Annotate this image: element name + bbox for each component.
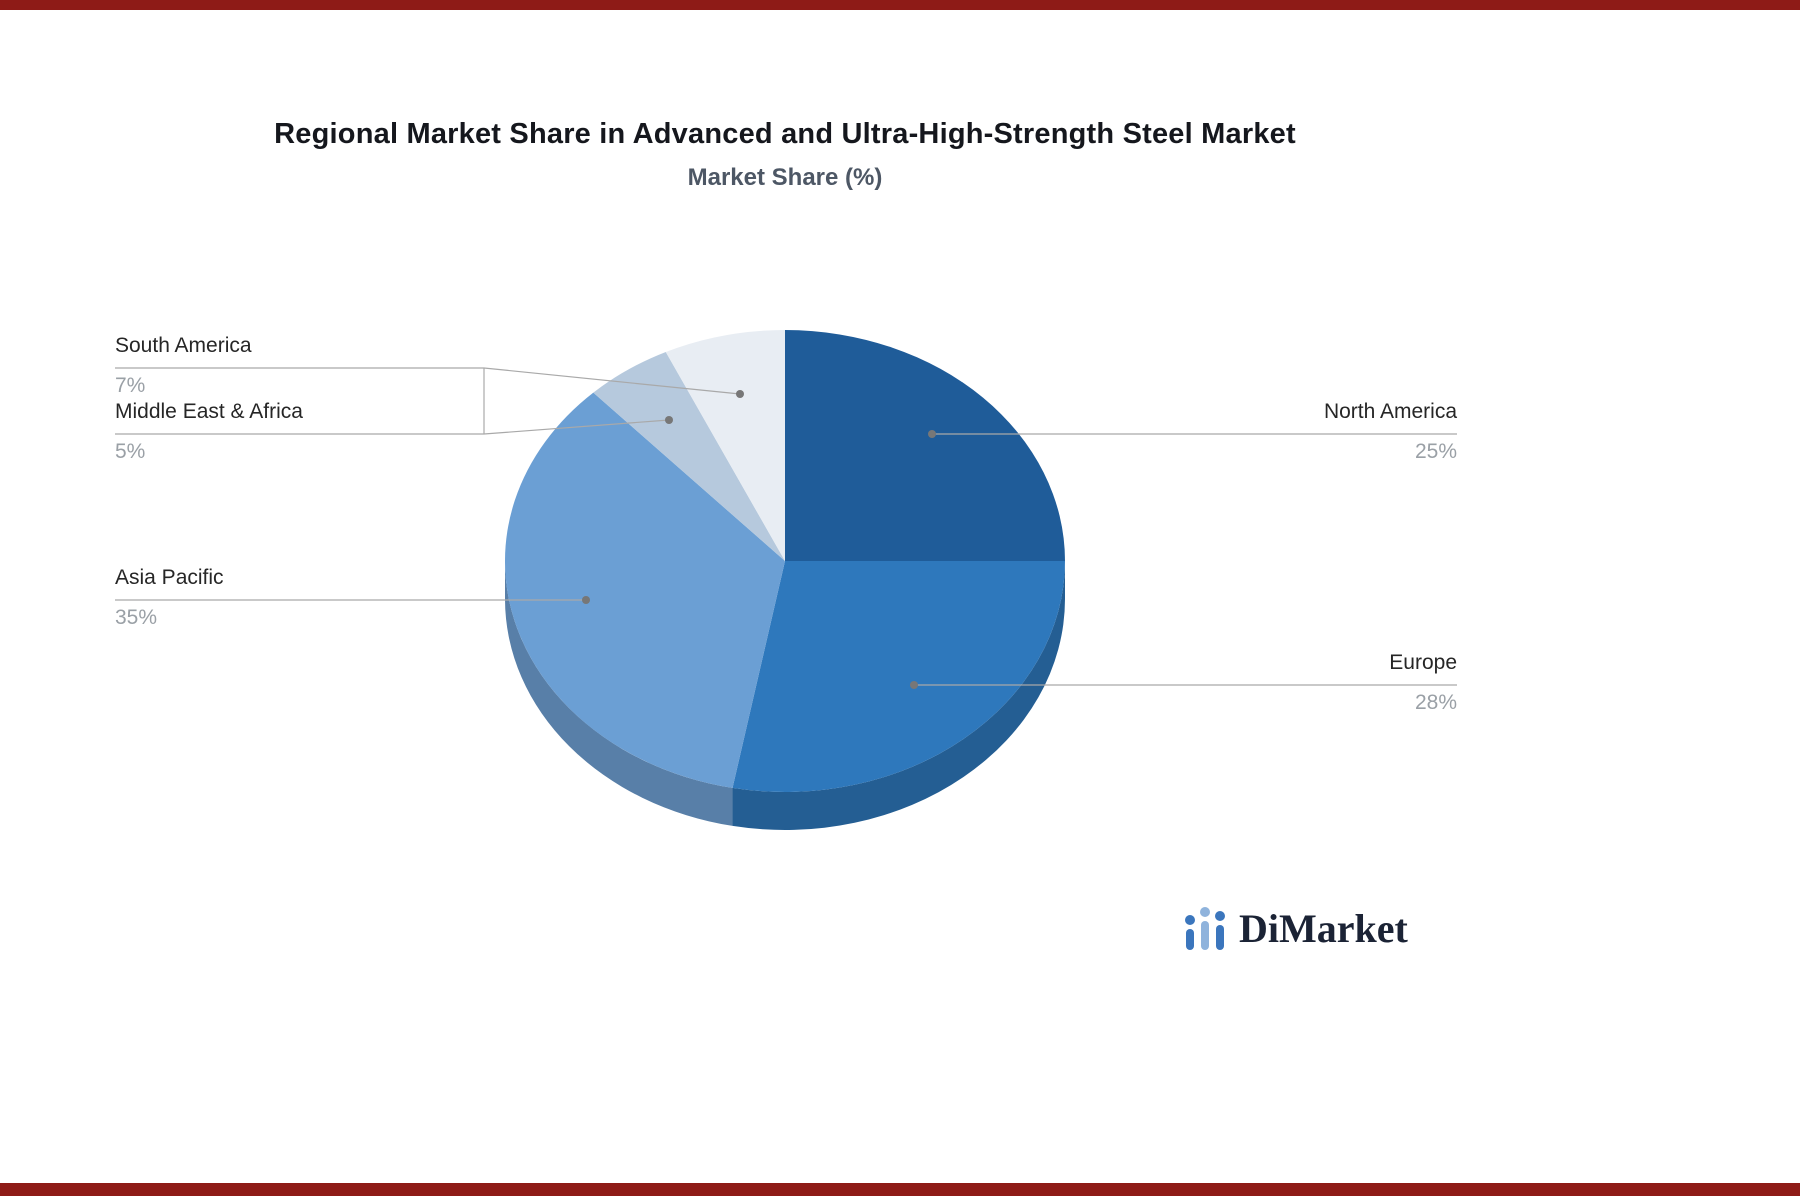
pie-slice-south-america (665, 330, 785, 561)
slice-label-north-america: North America (1323, 400, 1457, 423)
slice-label-middle-east-africa: Middle East & Africa (115, 400, 303, 423)
chart-header: Regional Market Share in Advanced and Ul… (0, 116, 1570, 192)
brand-name: DiMarket (1239, 905, 1408, 951)
accent-bar-bottom (0, 1183, 1800, 1196)
slice-percent-south-america: 7% (115, 374, 146, 397)
slice-label-asia-pacific: Asia Pacific (115, 566, 224, 589)
pie-slice-middle-east-africa (593, 351, 785, 561)
leader-line-middle-east-africa (115, 419, 670, 435)
slice-label-south-america: South America (115, 334, 252, 357)
leader-line-south-america (115, 367, 741, 395)
slice-percent-middle-east-africa: 5% (115, 440, 146, 463)
slice-percent-asia-pacific: 35% (115, 606, 158, 629)
bar-chart-dots-icon (1185, 907, 1225, 950)
pie-slice-asia-pacific (505, 392, 785, 788)
brand-logo: DiMarket (1183, 904, 1408, 952)
accent-bar-top (0, 0, 1800, 10)
leader-dot-south-america (736, 390, 744, 398)
pie-slice-side-europe (732, 561, 1065, 830)
pie-slice-europe (732, 561, 1065, 792)
chart-title: Regional Market Share in Advanced and Ul… (274, 118, 1296, 150)
slice-label-europe: Europe (1389, 651, 1457, 674)
leader-dot-middle-east-africa (665, 416, 673, 424)
leader-dot-asia-pacific (582, 596, 590, 604)
leader-dot-europe (910, 681, 918, 689)
pie-slice-north-america (785, 330, 1065, 561)
chart-subtitle: Market Share (%) (687, 164, 883, 191)
pie-slice-side-asia-pacific (505, 561, 733, 826)
slice-percent-north-america: 25% (1414, 440, 1457, 463)
slice-percent-europe: 28% (1414, 691, 1457, 714)
leader-dot-north-america (928, 430, 936, 438)
